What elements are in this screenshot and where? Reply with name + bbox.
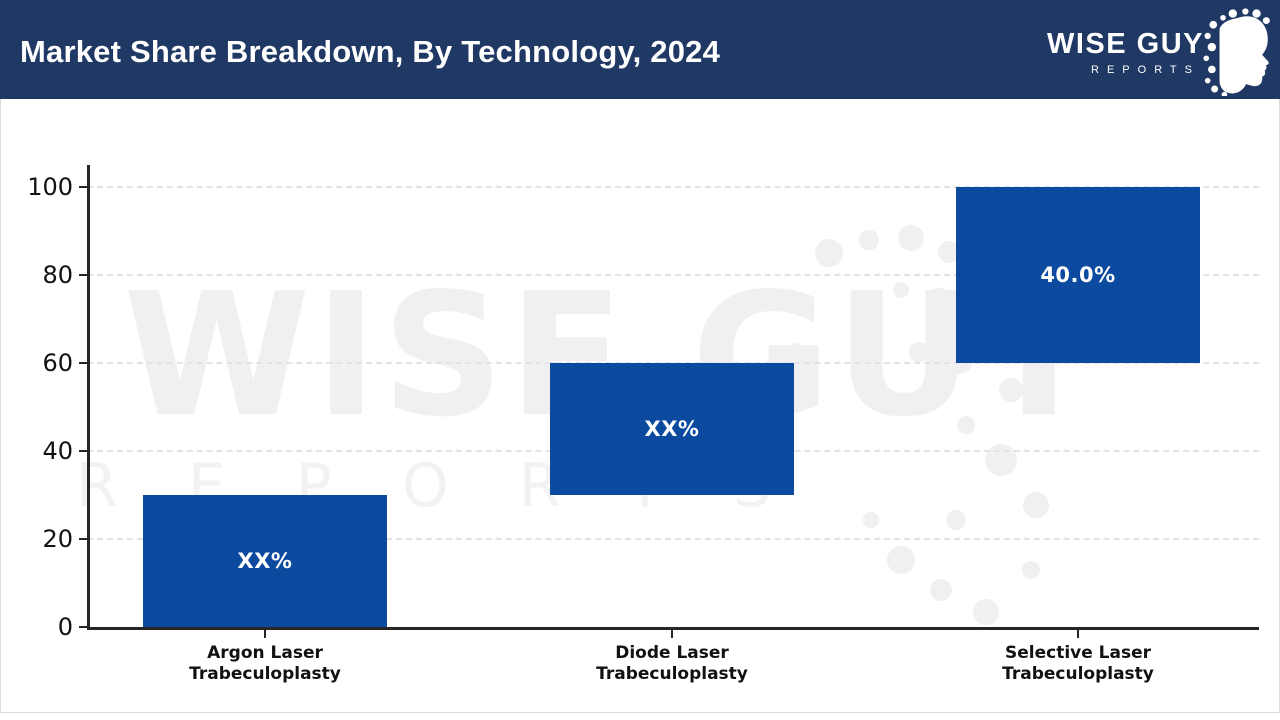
watermark-dot [985, 444, 1017, 476]
bar-value-label: XX% [237, 549, 293, 573]
x-tick-mark [671, 630, 673, 638]
brand-logo: WISE GUY REPORTS [1022, 4, 1272, 96]
y-tick-label: 60 [42, 349, 73, 377]
brand-head-icon [1203, 8, 1270, 96]
watermark-dot [1023, 492, 1049, 518]
y-tick-mark [79, 450, 87, 452]
y-gridline [87, 538, 1259, 540]
chart-area: WISE GUY REPORTS 0 20 40 60 80 100 XX% XX% 40.0%… [0, 99, 1280, 713]
watermark-dot [893, 282, 909, 298]
watermark-dot [973, 599, 999, 625]
watermark-dot [957, 416, 975, 434]
chart-bar: XX% [143, 495, 387, 627]
x-axis-line [87, 627, 1259, 630]
watermark-dot [930, 579, 952, 601]
watermark-dot [887, 546, 915, 574]
x-category-label: Argon Laser Trabeculoplasty [189, 643, 341, 684]
y-tick-label: 100 [27, 173, 73, 201]
x-category-label: Diode Laser Trabeculoplasty [596, 643, 748, 684]
watermark-dot [863, 512, 879, 528]
y-tick-label: 40 [42, 437, 73, 465]
y-tick-mark [79, 538, 87, 540]
watermark-dot [946, 510, 966, 530]
watermark-dot [909, 342, 929, 362]
chart-bar: 40.0% [956, 187, 1200, 363]
watermark-dot [859, 230, 879, 250]
brand-logo-wordmark: WISE GUY [1046, 28, 1204, 60]
y-gridline [87, 186, 1259, 188]
watermark-dot [927, 288, 951, 312]
watermark-dot [1022, 561, 1040, 579]
y-gridline [87, 274, 1259, 276]
y-tick-mark [79, 274, 87, 276]
bar-value-label: 40.0% [1040, 263, 1116, 287]
watermark-dot [815, 239, 843, 267]
x-category-label: Selective Laser Trabeculoplasty [1002, 643, 1154, 684]
chart-bar: XX% [550, 363, 794, 495]
page-title: Market Share Breakdown, By Technology, 2… [20, 34, 721, 69]
y-tick-label: 0 [57, 613, 73, 641]
watermark-dot [999, 378, 1023, 402]
watermark-dot [898, 225, 924, 251]
header: Market Share Breakdown, By Technology, 2… [0, 0, 1280, 99]
y-tick-label: 20 [42, 525, 73, 553]
y-axis-spine [87, 165, 90, 630]
brand-logo-subtext: REPORTS [1091, 64, 1200, 76]
y-tick-label: 80 [42, 261, 73, 289]
y-tick-mark [79, 362, 87, 364]
watermark-dot [938, 241, 960, 263]
x-tick-mark [264, 630, 266, 638]
y-tick-mark [79, 626, 87, 628]
watermark-dot [789, 343, 803, 357]
x-tick-mark [1077, 630, 1079, 638]
bar-value-label: XX% [644, 417, 700, 441]
y-tick-mark [79, 186, 87, 188]
